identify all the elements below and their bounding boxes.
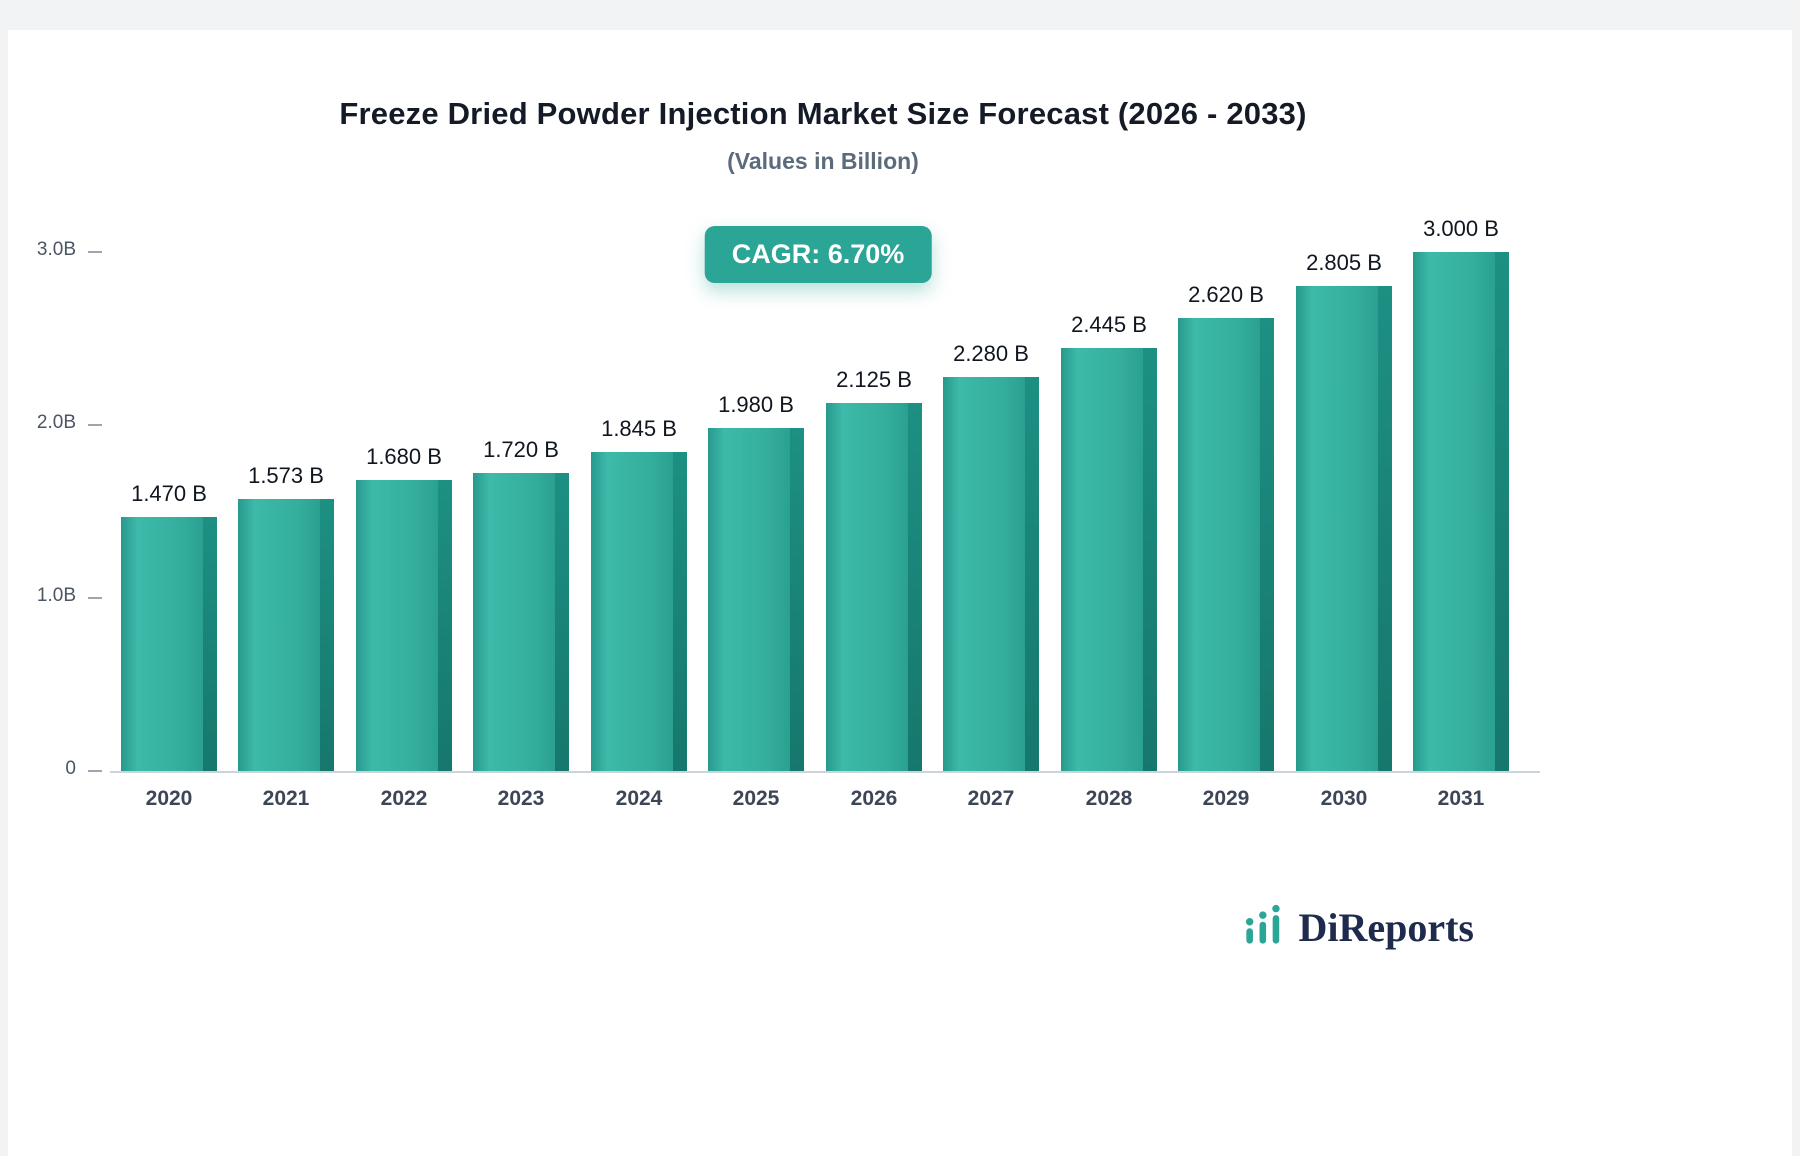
x-axis-label: 2031 [1437,787,1485,810]
bar-face [1413,252,1495,771]
bar-value-label: 1.720 B [483,437,559,462]
bar-2025 [708,428,804,771]
bar-side [1025,377,1039,771]
title-block: Freeze Dried Powder Injection Market Siz… [8,96,1638,175]
bar-side [555,473,569,771]
bar-value-label: 3.000 B [1423,216,1499,241]
bar-face [238,499,320,771]
bar-value-label: 2.445 B [1071,312,1147,337]
bar-2030 [1296,286,1392,771]
bar-face [121,517,203,771]
bar-face [356,480,438,771]
bar-face [1296,286,1378,771]
bar-side [320,499,334,771]
bar-side [908,403,922,771]
bar-2029 [1178,318,1274,771]
bar-2022 [356,480,452,771]
bar-2026 [826,403,922,771]
x-axis-label: 2025 [732,787,780,810]
brand-name: DiReports [1298,905,1474,950]
bar-side [1495,252,1509,771]
x-axis-label: 2024 [615,787,663,810]
bar-face [591,452,673,771]
x-axis-label: 2020 [145,787,193,810]
y-axis-tick-mark [88,597,102,599]
x-axis-label: 2021 [262,787,310,810]
bar-face [708,428,790,771]
bar-face [943,377,1025,771]
bar-side [203,517,217,771]
bar-chart-icon [1242,902,1288,953]
y-axis-tick-mark [88,251,102,253]
x-axis-label: 2029 [1202,787,1250,810]
bar-value-label: 1.845 B [601,416,677,441]
chart-subtitle: (Values in Billion) [727,148,919,174]
bar-value-label: 1.680 B [366,444,442,469]
bar-side [438,480,452,771]
bar-face [473,473,555,771]
bar-2021 [238,499,334,771]
bar-face [1178,318,1260,771]
x-axis-label: 2027 [967,787,1015,810]
bar-2020 [121,517,217,771]
chart-title: Freeze Dried Powder Injection Market Siz… [339,96,1307,131]
bar-value-label: 2.620 B [1188,282,1264,307]
x-axis-label: 2022 [380,787,428,810]
brand-logo: DiReports [1242,902,1474,953]
bar-face [1061,348,1143,771]
x-axis-label: 2030 [1320,787,1368,810]
bar-side [1378,286,1392,771]
bar-2027 [943,377,1039,771]
bar-value-label: 1.573 B [248,463,324,488]
x-axis-label: 2026 [850,787,898,810]
bar-side [790,428,804,771]
bar-side [673,452,687,771]
x-axis-label: 2023 [497,787,545,810]
bar-chart: 0 1.0B 2.0B 3.0B 1.470 B 2020 1.573 B 2021 1.680… [8,30,1792,1156]
bar-side [1143,348,1157,771]
bar-side [1260,318,1274,771]
y-axis-tick-label: 3.0B [36,239,76,260]
bar-2031 [1413,252,1509,771]
bar-2028 [1061,348,1157,771]
bar-value-label: 1.470 B [131,481,207,506]
bar-face [826,403,908,771]
y-axis-tick-label: 1.0B [36,585,76,606]
bar-2023 [473,473,569,771]
x-axis-label: 2028 [1085,787,1133,810]
y-axis-tick-label: 2.0B [36,412,76,433]
bar-value-label: 2.280 B [953,341,1029,366]
bar-value-label: 2.125 B [836,367,912,392]
bar-2024 [591,452,687,771]
bar-value-label: 2.805 B [1306,250,1382,275]
y-axis-tick-mark [88,424,102,426]
chart-card: Freeze Dried Powder Injection Market Siz… [8,30,1792,1156]
cagr-badge: CAGR: 6.70% [704,226,932,283]
x-axis-line [110,771,1540,773]
y-axis-tick-label: 0 [65,758,76,779]
y-axis-tick-mark [88,770,102,772]
bar-value-label: 1.980 B [718,392,794,417]
